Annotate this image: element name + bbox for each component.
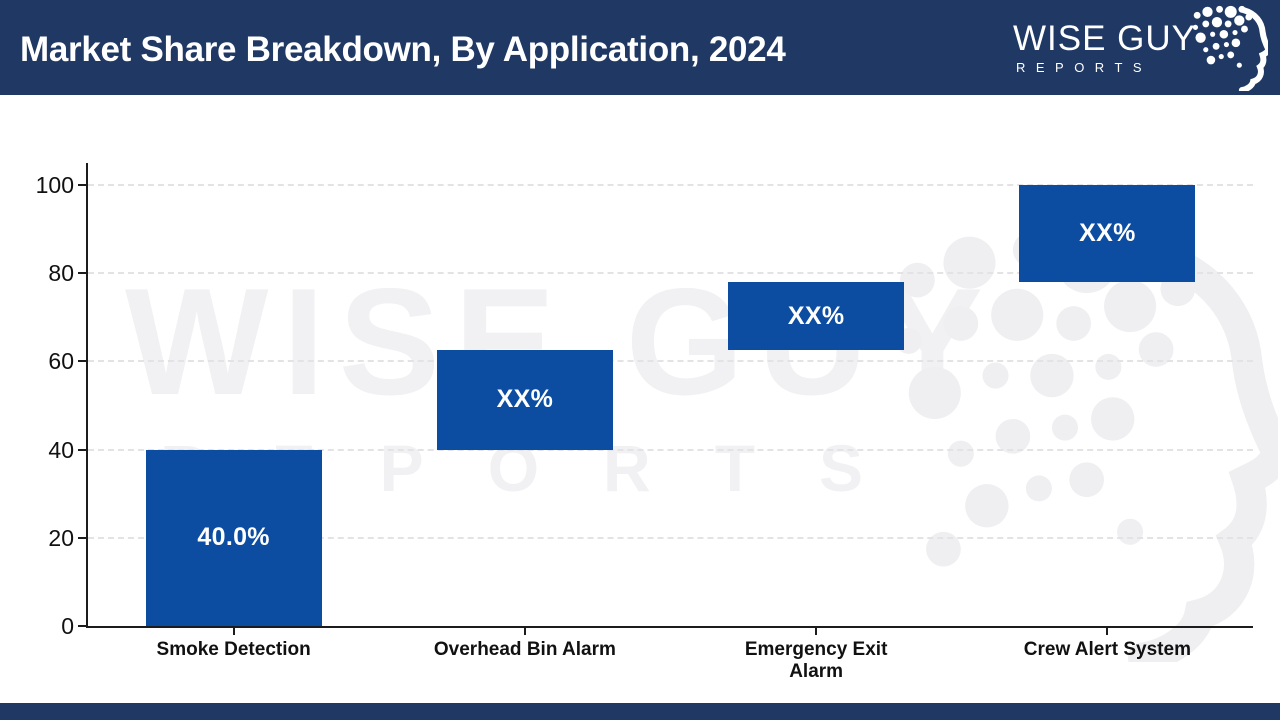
bar-value-label: XX% — [1079, 219, 1136, 248]
header: Market Share Breakdown, By Application, … — [0, 0, 1280, 95]
y-tick-label: 20 — [48, 524, 74, 551]
y-tick-mark — [78, 272, 87, 275]
page-title: Market Share Breakdown, By Application, … — [20, 30, 786, 69]
gridline-80 — [88, 272, 1253, 275]
wise-guy-face-icon — [1192, 5, 1268, 91]
y-axis-line — [86, 163, 88, 628]
bar-emergency-exit-alarm: XX% — [728, 282, 905, 351]
bar-crew-alert-system: XX% — [1019, 185, 1196, 283]
gridline-100 — [88, 184, 1253, 187]
x-category-label: Emergency Exit Alarm — [744, 639, 888, 682]
x-category-label: Crew Alert System — [1023, 639, 1191, 660]
bar-value-label: 40.0% — [197, 523, 270, 552]
gridline-40 — [88, 448, 1253, 451]
y-tick-label: 40 — [48, 436, 74, 463]
gridline-20 — [88, 536, 1253, 539]
x-category-label: Smoke Detection — [156, 639, 311, 660]
y-tick-label: 60 — [48, 348, 74, 375]
y-tick-label: 100 — [35, 172, 74, 199]
x-category-label: Overhead Bin Alarm — [433, 639, 616, 660]
brand-name: WISE GUY — [1012, 19, 1196, 58]
gridline-60 — [88, 360, 1253, 363]
x-tick-mark — [815, 628, 818, 635]
x-tick-mark — [523, 628, 526, 635]
bar-smoke-detection: 40.0% — [145, 449, 322, 626]
brand-logo: WISE GUY REPORTS — [1013, 4, 1268, 92]
brand-subtitle: REPORTS — [1015, 60, 1153, 75]
y-tick-mark — [78, 625, 87, 627]
x-tick-mark — [232, 628, 235, 635]
y-tick-mark — [78, 536, 87, 539]
y-tick-label: 0 — [61, 613, 74, 639]
x-axis-line — [86, 626, 1253, 628]
bar-value-label: XX% — [496, 385, 554, 414]
y-tick-mark — [78, 360, 87, 363]
x-tick-mark — [1106, 628, 1109, 635]
footer-bar — [0, 703, 1280, 720]
y-tick-mark — [78, 448, 87, 451]
bar-overhead-bin-alarm: XX% — [436, 350, 613, 450]
y-tick-mark — [78, 184, 87, 187]
watermark-face-icon — [895, 232, 1278, 662]
y-tick-label: 80 — [48, 260, 74, 287]
bar-value-label: XX% — [787, 301, 845, 330]
